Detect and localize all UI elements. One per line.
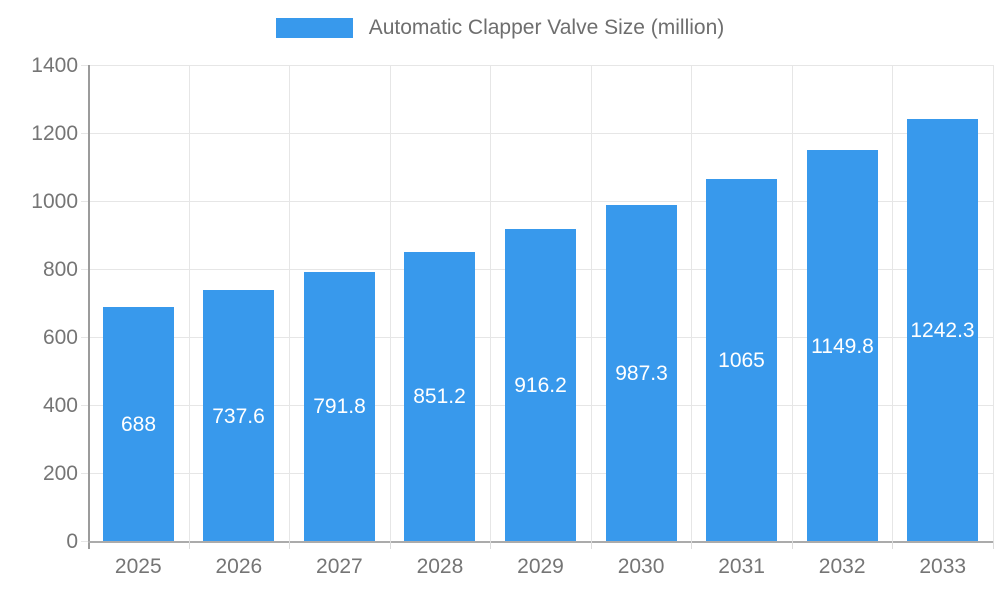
x-tick-label: 2026 [215, 555, 263, 578]
bar-value-label: 987.3 [615, 362, 668, 385]
x-tick [691, 541, 693, 549]
x-tick-label: 2032 [818, 555, 866, 578]
y-tick-label: 400 [42, 394, 78, 417]
bar-value-label: 1065 [718, 349, 765, 372]
x-tick-label: 2030 [617, 555, 665, 578]
y-tick-label: 1200 [31, 122, 78, 145]
bar[interactable] [706, 178, 777, 541]
bar[interactable] [304, 271, 375, 541]
y-tick-label: 1400 [31, 54, 78, 77]
x-gridline [892, 65, 894, 541]
x-tick [188, 541, 190, 549]
bar[interactable] [807, 150, 878, 541]
x-tick-label: 2025 [114, 555, 162, 578]
bar-value-label: 791.8 [313, 395, 366, 418]
y-tick [81, 337, 88, 338]
x-gridline [590, 65, 592, 541]
bar[interactable] [606, 205, 677, 541]
x-tick-label: 2033 [919, 555, 967, 578]
y-axis-line [88, 65, 90, 549]
y-gridline [88, 65, 993, 66]
y-tick [81, 269, 88, 270]
x-tick-label: 2031 [718, 555, 765, 578]
y-tick-label: 0 [66, 530, 78, 553]
x-gridline [389, 65, 391, 541]
x-tick [289, 541, 291, 549]
bar-value-label: 688 [120, 413, 157, 436]
x-tick [892, 541, 894, 549]
x-tick-label: 2027 [316, 555, 363, 578]
y-tick-label: 800 [42, 258, 78, 281]
y-tick-label: 200 [42, 462, 78, 485]
bar[interactable] [103, 307, 174, 541]
x-tick-label: 2029 [517, 555, 564, 578]
y-tick-label: 600 [42, 326, 78, 349]
y-gridline [88, 201, 993, 202]
bar-value-label: 916.2 [514, 374, 567, 397]
y-tick [81, 541, 88, 542]
bar-value-label: 851.2 [413, 385, 466, 408]
y-tick-label: 1000 [31, 190, 78, 213]
x-tick [791, 541, 793, 549]
bar-value-label: 1242.3 [910, 319, 975, 342]
x-tick [389, 541, 391, 549]
x-gridline [993, 65, 994, 541]
legend-label: Automatic Clapper Valve Size (million) [368, 16, 725, 39]
x-gridline [691, 65, 693, 541]
x-gridline [188, 65, 190, 541]
x-tick [490, 541, 492, 549]
x-tick [993, 541, 994, 549]
y-tick [81, 201, 88, 202]
x-gridline [490, 65, 492, 541]
y-tick [81, 405, 88, 406]
x-gridline [791, 65, 793, 541]
bar-value-label: 1149.8 [811, 335, 874, 358]
y-tick [81, 133, 88, 134]
x-tick-label: 2028 [416, 555, 464, 578]
bar[interactable] [907, 118, 978, 541]
y-tick [81, 65, 88, 66]
legend-swatch [275, 18, 353, 38]
legend[interactable]: Automatic Clapper Valve Size (million) [0, 16, 1000, 40]
x-gridline [289, 65, 291, 541]
x-axis-line [88, 541, 993, 543]
bar[interactable] [404, 251, 475, 541]
bar[interactable] [203, 290, 274, 541]
bar-value-label: 737.6 [212, 405, 265, 428]
plot-area: 688 737.6 791.8 851.2 916.2 987.3 1065 1149.8 12… [88, 65, 994, 542]
x-tick [590, 541, 592, 549]
y-tick [81, 473, 88, 474]
bar[interactable] [505, 229, 576, 541]
y-gridline [88, 133, 993, 134]
